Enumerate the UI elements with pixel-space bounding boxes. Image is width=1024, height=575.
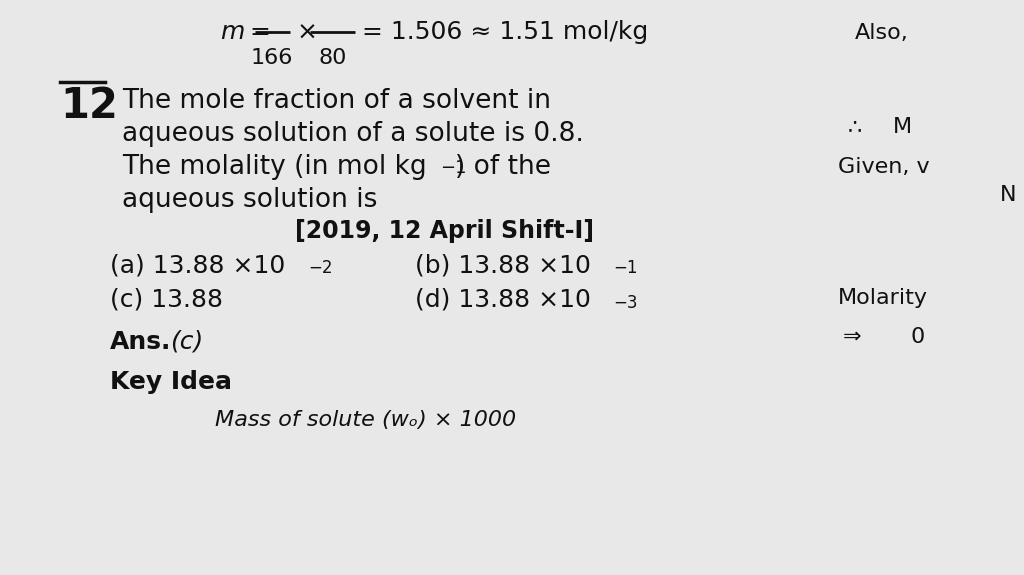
Text: N: N xyxy=(1000,185,1017,205)
Text: −1: −1 xyxy=(440,159,467,177)
Text: ) of the: ) of the xyxy=(455,154,551,180)
Text: Molarity: Molarity xyxy=(838,288,928,308)
Text: [2019, 12 April Shift-I]: [2019, 12 April Shift-I] xyxy=(295,219,594,243)
Text: Given, v: Given, v xyxy=(838,157,930,177)
Text: 12: 12 xyxy=(60,85,118,127)
Text: Ans.: Ans. xyxy=(110,330,171,354)
Text: ⇒: ⇒ xyxy=(843,327,861,347)
Text: $m=$: $m=$ xyxy=(220,20,269,44)
Text: (c): (c) xyxy=(170,330,203,354)
Text: M: M xyxy=(893,117,912,137)
Text: (a) 13.88 ×10: (a) 13.88 ×10 xyxy=(110,253,286,277)
Text: ∴: ∴ xyxy=(848,117,862,137)
Text: −2: −2 xyxy=(308,259,333,277)
Text: −3: −3 xyxy=(613,294,638,312)
Text: Key Idea: Key Idea xyxy=(110,370,232,394)
Text: The molality (in mol kg: The molality (in mol kg xyxy=(122,154,427,180)
Text: Also,: Also, xyxy=(855,23,908,43)
Text: = 1.506 ≈ 1.51 mol/kg: = 1.506 ≈ 1.51 mol/kg xyxy=(362,20,648,44)
Text: $\times$: $\times$ xyxy=(296,20,315,44)
Text: −1: −1 xyxy=(613,259,638,277)
Text: (d) 13.88 ×10: (d) 13.88 ×10 xyxy=(415,288,591,312)
Text: 80: 80 xyxy=(318,48,347,68)
Text: 0: 0 xyxy=(910,327,925,347)
Text: (c) 13.88: (c) 13.88 xyxy=(110,288,223,312)
Text: aqueous solution is: aqueous solution is xyxy=(122,187,378,213)
Text: 166: 166 xyxy=(251,48,293,68)
Text: Mass of solute (wₒ) × 1000: Mass of solute (wₒ) × 1000 xyxy=(215,410,516,430)
Text: (b) 13.88 ×10: (b) 13.88 ×10 xyxy=(415,253,591,277)
Text: aqueous solution of a solute is 0.8.: aqueous solution of a solute is 0.8. xyxy=(122,121,584,147)
Text: The mole fraction of a solvent in: The mole fraction of a solvent in xyxy=(122,88,551,114)
